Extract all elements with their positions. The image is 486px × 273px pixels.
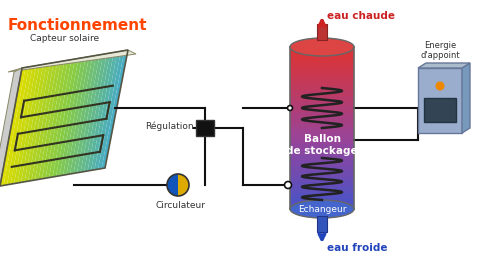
- Bar: [290, 123, 354, 129]
- Bar: [290, 58, 354, 64]
- Polygon shape: [87, 52, 114, 171]
- Text: Circulateur: Circulateur: [155, 201, 205, 210]
- Bar: [290, 96, 354, 102]
- Bar: [290, 133, 354, 140]
- Wedge shape: [167, 174, 178, 196]
- Polygon shape: [49, 59, 75, 178]
- Bar: [290, 171, 354, 178]
- Polygon shape: [98, 51, 124, 169]
- FancyBboxPatch shape: [418, 68, 462, 133]
- Polygon shape: [7, 66, 33, 185]
- Bar: [290, 101, 354, 107]
- Polygon shape: [42, 60, 68, 179]
- Bar: [196, 120, 214, 136]
- Polygon shape: [32, 62, 57, 181]
- Bar: [290, 161, 354, 167]
- Bar: [290, 85, 354, 91]
- Bar: [290, 193, 354, 199]
- Text: Echangeur: Echangeur: [298, 206, 346, 215]
- Text: Régulation: Régulation: [145, 121, 194, 131]
- Circle shape: [435, 82, 445, 91]
- Text: Energie
d'appoint: Energie d'appoint: [420, 41, 460, 60]
- Bar: [317, 24, 327, 40]
- Polygon shape: [52, 58, 79, 177]
- Bar: [290, 69, 354, 75]
- Polygon shape: [73, 55, 100, 173]
- Polygon shape: [462, 63, 470, 133]
- Polygon shape: [3, 67, 29, 185]
- Text: eau froide: eau froide: [327, 243, 387, 253]
- Text: Ballon
de stockage: Ballon de stockage: [286, 134, 358, 156]
- Polygon shape: [56, 58, 82, 176]
- Polygon shape: [21, 64, 47, 182]
- Bar: [290, 150, 354, 156]
- Polygon shape: [59, 57, 86, 176]
- Bar: [290, 79, 354, 86]
- Bar: [290, 106, 354, 113]
- Polygon shape: [35, 61, 61, 180]
- Polygon shape: [0, 68, 22, 190]
- Bar: [290, 198, 354, 204]
- Bar: [290, 63, 354, 70]
- Polygon shape: [84, 53, 110, 172]
- Bar: [290, 117, 354, 124]
- Polygon shape: [91, 52, 118, 170]
- Circle shape: [288, 105, 293, 111]
- Polygon shape: [14, 65, 40, 184]
- Polygon shape: [24, 63, 50, 182]
- Polygon shape: [8, 50, 136, 72]
- Polygon shape: [11, 66, 36, 184]
- Polygon shape: [38, 61, 65, 179]
- Ellipse shape: [290, 38, 354, 56]
- Bar: [290, 177, 354, 183]
- Polygon shape: [70, 55, 96, 174]
- Text: Capteur solaire: Capteur solaire: [31, 34, 100, 43]
- Wedge shape: [178, 174, 189, 196]
- Polygon shape: [46, 60, 71, 178]
- Bar: [290, 204, 354, 210]
- Bar: [290, 52, 354, 59]
- Polygon shape: [94, 51, 121, 170]
- Polygon shape: [17, 64, 43, 183]
- Bar: [290, 112, 354, 118]
- Bar: [290, 187, 354, 194]
- Bar: [290, 74, 354, 81]
- Text: Fonctionnement: Fonctionnement: [8, 18, 147, 33]
- Bar: [290, 128, 354, 134]
- Bar: [290, 47, 354, 54]
- Circle shape: [284, 182, 292, 188]
- Polygon shape: [28, 63, 54, 181]
- Bar: [290, 144, 354, 151]
- Polygon shape: [102, 50, 128, 169]
- Bar: [317, 216, 327, 232]
- Ellipse shape: [290, 200, 354, 218]
- Polygon shape: [77, 54, 103, 173]
- Polygon shape: [0, 67, 26, 186]
- Polygon shape: [67, 56, 93, 175]
- Polygon shape: [418, 63, 470, 68]
- Bar: [290, 139, 354, 145]
- Bar: [290, 155, 354, 161]
- Polygon shape: [81, 54, 107, 172]
- Bar: [290, 182, 354, 188]
- Polygon shape: [63, 57, 89, 175]
- Bar: [290, 90, 354, 97]
- Bar: [290, 166, 354, 172]
- Text: eau chaude: eau chaude: [327, 11, 395, 21]
- Bar: [424, 98, 456, 122]
